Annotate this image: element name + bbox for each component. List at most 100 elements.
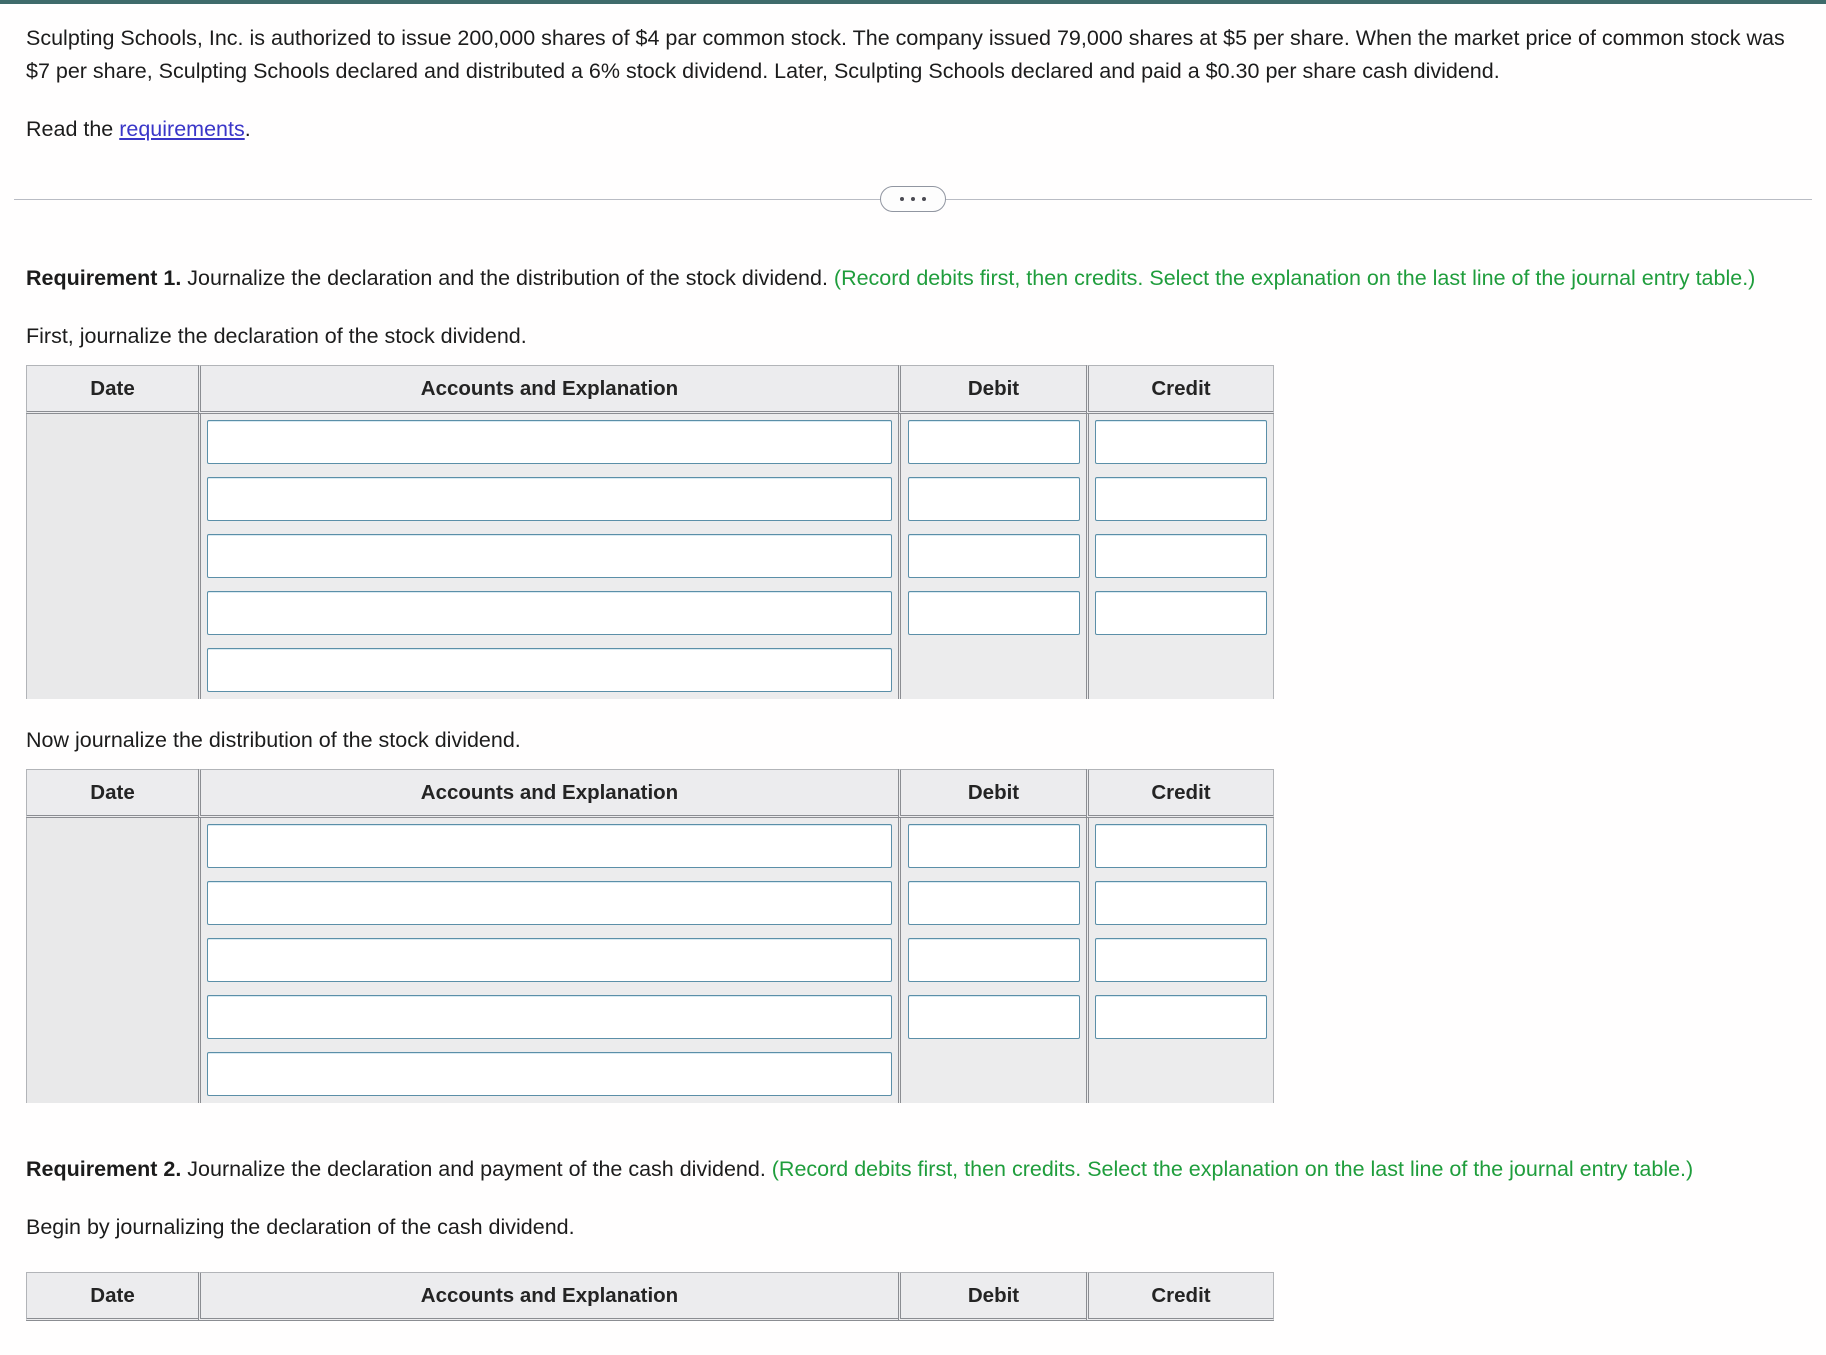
- date-cell[interactable]: [26, 1046, 198, 1103]
- problem-statement: Sculpting Schools, Inc. is authorized to…: [26, 26, 1785, 83]
- account-input[interactable]: [207, 534, 892, 578]
- journal-table-stock-declaration: Date Accounts and Explanation Debit Cred…: [26, 365, 1274, 699]
- accounts-cell-inner: [201, 642, 898, 692]
- requirement-2-heading: Requirement 2. Journalize the declaratio…: [26, 1153, 1800, 1186]
- credit-cell: [1086, 932, 1274, 989]
- sub-instruction-distribution-stock: Now journalize the distribution of the s…: [26, 728, 521, 752]
- debit-input[interactable]: [907, 477, 1080, 521]
- date-cell[interactable]: [26, 989, 198, 1046]
- date-cell[interactable]: [26, 585, 198, 642]
- section-divider: [0, 186, 1826, 212]
- credit-cell: [1086, 1046, 1274, 1103]
- journal-table-cash-declaration-clipped: Date Accounts and Explanation Debit Cred…: [0, 1272, 1826, 1326]
- debit-cell: [898, 989, 1086, 1046]
- debit-cell-inner: [901, 414, 1086, 464]
- accounts-cell-inner: [201, 932, 898, 982]
- debit-input[interactable]: [907, 881, 1080, 925]
- account-input[interactable]: [207, 938, 892, 982]
- credit-input[interactable]: [1095, 420, 1267, 464]
- debit-input[interactable]: [907, 824, 1080, 868]
- debit-cell: [898, 471, 1086, 528]
- read-prefix-text: Read the: [26, 117, 120, 141]
- account-input[interactable]: [207, 995, 892, 1039]
- journal-table-stock-distribution: Date Accounts and Explanation Debit Cred…: [26, 769, 1274, 1103]
- account-input[interactable]: [207, 477, 892, 521]
- debit-cell-inner: [901, 989, 1086, 1039]
- accounts-cell-inner: [201, 818, 898, 868]
- date-cell[interactable]: [26, 642, 198, 699]
- account-input[interactable]: [207, 420, 892, 464]
- credit-cell: [1086, 471, 1274, 528]
- debit-cell-inner: [901, 471, 1086, 521]
- table-body: [26, 414, 1274, 699]
- account-input[interactable]: [207, 591, 892, 635]
- date-cell[interactable]: [26, 414, 198, 471]
- accounts-cell: [198, 528, 898, 585]
- requirement-1-hint: (Record debits first, then credits. Sele…: [833, 266, 1756, 290]
- debit-cell: [898, 642, 1086, 699]
- debit-cell: [898, 932, 1086, 989]
- debit-cell: [898, 1046, 1086, 1103]
- accounts-cell-inner: [201, 414, 898, 464]
- debit-cell: [898, 414, 1086, 471]
- credit-input[interactable]: [1095, 534, 1267, 578]
- accounts-cell-inner: [201, 528, 898, 578]
- column-header-debit: Debit: [898, 1272, 1086, 1321]
- credit-cell-inner: [1089, 932, 1273, 982]
- requirement-2-hint: (Record debits first, then credits. Sele…: [771, 1157, 1694, 1181]
- accounts-cell-inner: [201, 875, 898, 925]
- credit-cell: [1086, 989, 1274, 1046]
- table-header-row: Date Accounts and Explanation Debit Cred…: [26, 1272, 1274, 1321]
- accounts-cell: [198, 989, 898, 1046]
- credit-input[interactable]: [1095, 995, 1267, 1039]
- credit-cell-inner: [1089, 528, 1273, 578]
- requirements-link[interactable]: requirements: [119, 117, 245, 141]
- account-input[interactable]: [207, 824, 892, 868]
- credit-input[interactable]: [1095, 881, 1267, 925]
- accounts-cell-inner: [201, 585, 898, 635]
- column-header-credit: Credit: [1086, 1272, 1274, 1321]
- date-cell[interactable]: [26, 528, 198, 585]
- journal-table-cash-declaration: Date Accounts and Explanation Debit Cred…: [26, 1272, 1274, 1321]
- requirement-2-label: Requirement 2.: [26, 1157, 182, 1181]
- accounts-cell-inner: [201, 471, 898, 521]
- date-cell[interactable]: [26, 932, 198, 989]
- ellipsis-icon[interactable]: [880, 186, 946, 212]
- credit-input[interactable]: [1095, 938, 1267, 982]
- debit-cell: [898, 528, 1086, 585]
- date-cell[interactable]: [26, 818, 198, 875]
- column-header-accounts: Accounts and Explanation: [198, 769, 898, 818]
- table-row: [26, 414, 1274, 471]
- account-input[interactable]: [207, 648, 892, 692]
- account-input[interactable]: [207, 881, 892, 925]
- debit-cell-inner: [901, 932, 1086, 982]
- credit-cell-inner: [1089, 989, 1273, 1039]
- column-header-credit: Credit: [1086, 769, 1274, 818]
- table-row: [26, 642, 1274, 699]
- debit-input[interactable]: [907, 591, 1080, 635]
- requirement-1-heading: Requirement 1. Journalize the declaratio…: [26, 262, 1800, 295]
- accounts-cell: [198, 1046, 898, 1103]
- table-header-row: Date Accounts and Explanation Debit Cred…: [26, 769, 1274, 818]
- debit-cell-inner: [901, 818, 1086, 868]
- debit-input[interactable]: [907, 995, 1080, 1039]
- table-row: [26, 932, 1274, 989]
- debit-input[interactable]: [907, 420, 1080, 464]
- accounts-cell: [198, 585, 898, 642]
- credit-cell-inner: [1089, 585, 1273, 635]
- credit-input[interactable]: [1095, 591, 1267, 635]
- credit-input[interactable]: [1095, 477, 1267, 521]
- date-cell[interactable]: [26, 471, 198, 528]
- date-cell[interactable]: [26, 875, 198, 932]
- sub-instruction-declaration-stock: First, journalize the declaration of the…: [26, 324, 527, 348]
- credit-cell-inner: [1089, 818, 1273, 868]
- debit-input[interactable]: [907, 938, 1080, 982]
- requirement-1-label: Requirement 1.: [26, 266, 182, 290]
- credit-input[interactable]: [1095, 824, 1267, 868]
- accounts-cell: [198, 875, 898, 932]
- table-header-row: Date Accounts and Explanation Debit Cred…: [26, 365, 1274, 414]
- debit-input[interactable]: [907, 534, 1080, 578]
- table-row: [26, 875, 1274, 932]
- debit-cell: [898, 875, 1086, 932]
- account-input[interactable]: [207, 1052, 892, 1096]
